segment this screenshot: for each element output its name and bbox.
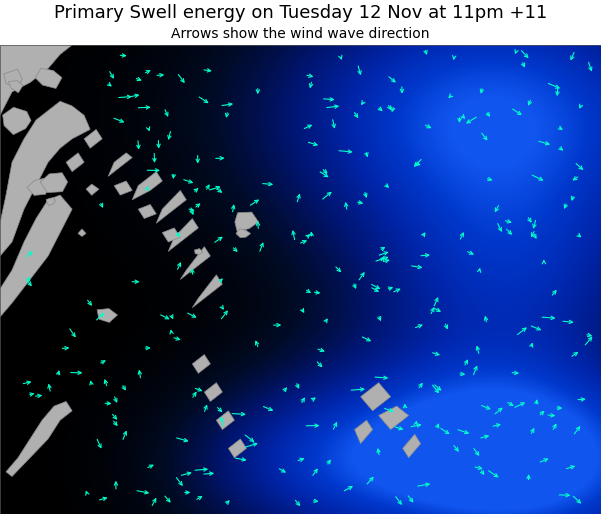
Text: Primary Swell energy on Tuesday 12 Nov at 11pm +11: Primary Swell energy on Tuesday 12 Nov a… bbox=[54, 4, 547, 22]
Polygon shape bbox=[168, 218, 198, 251]
Polygon shape bbox=[403, 434, 421, 458]
Polygon shape bbox=[192, 355, 210, 373]
Polygon shape bbox=[0, 195, 72, 317]
Polygon shape bbox=[40, 173, 68, 193]
Polygon shape bbox=[180, 247, 210, 280]
Polygon shape bbox=[66, 153, 84, 172]
Polygon shape bbox=[84, 130, 102, 148]
Polygon shape bbox=[108, 153, 132, 176]
Polygon shape bbox=[4, 69, 22, 88]
Polygon shape bbox=[0, 45, 72, 115]
Polygon shape bbox=[6, 401, 72, 476]
Polygon shape bbox=[228, 439, 246, 458]
Polygon shape bbox=[236, 229, 251, 237]
Polygon shape bbox=[97, 308, 118, 322]
Polygon shape bbox=[27, 178, 50, 195]
Text: Arrows show the wind wave direction: Arrows show the wind wave direction bbox=[171, 27, 430, 41]
Polygon shape bbox=[195, 249, 203, 254]
Polygon shape bbox=[162, 228, 180, 242]
Polygon shape bbox=[78, 229, 86, 236]
Polygon shape bbox=[192, 275, 222, 308]
Polygon shape bbox=[86, 184, 99, 195]
Polygon shape bbox=[46, 197, 55, 206]
Polygon shape bbox=[114, 181, 132, 195]
Polygon shape bbox=[361, 383, 391, 411]
Polygon shape bbox=[379, 406, 409, 430]
Polygon shape bbox=[235, 212, 258, 232]
Polygon shape bbox=[355, 420, 373, 444]
Polygon shape bbox=[132, 172, 162, 200]
Polygon shape bbox=[8, 81, 23, 93]
Polygon shape bbox=[204, 383, 222, 401]
Polygon shape bbox=[216, 411, 234, 430]
Polygon shape bbox=[35, 68, 62, 88]
Polygon shape bbox=[138, 205, 156, 218]
Polygon shape bbox=[2, 107, 31, 135]
Polygon shape bbox=[0, 101, 90, 256]
Polygon shape bbox=[156, 190, 186, 223]
